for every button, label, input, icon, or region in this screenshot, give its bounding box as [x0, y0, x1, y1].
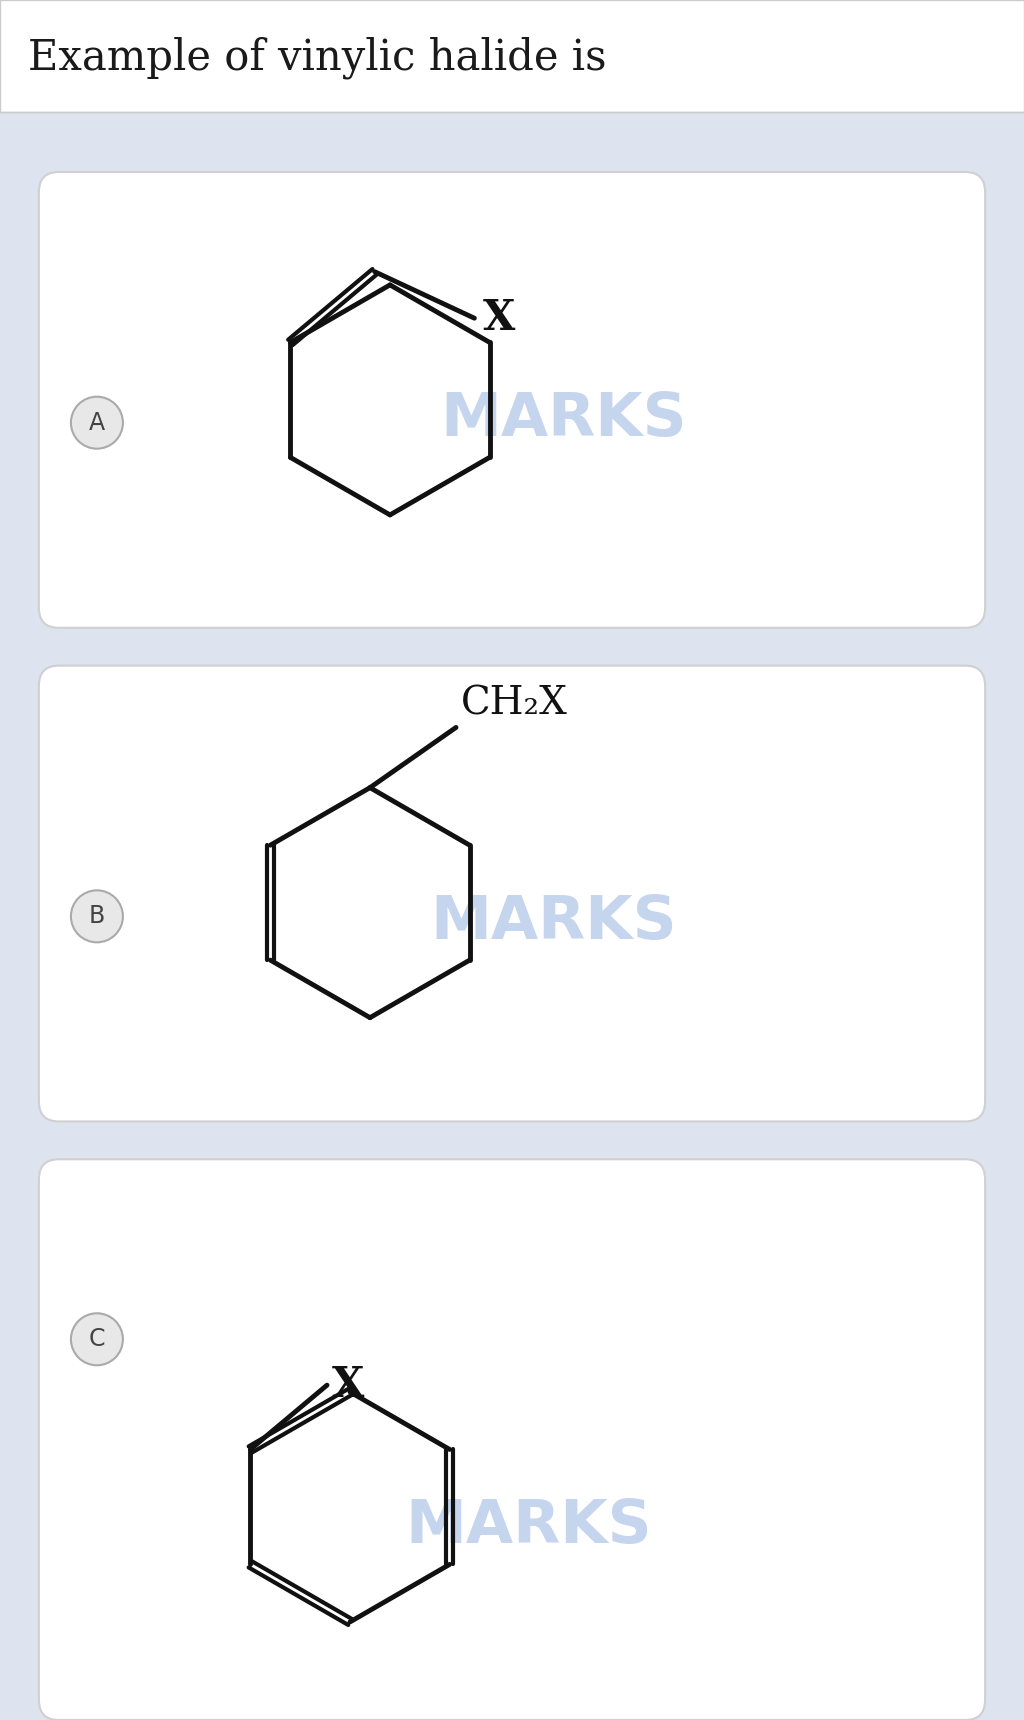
FancyBboxPatch shape — [39, 666, 985, 1121]
FancyBboxPatch shape — [39, 172, 985, 628]
Text: MARKS: MARKS — [430, 893, 677, 953]
Text: X: X — [332, 1364, 365, 1407]
Text: X: X — [482, 298, 515, 339]
Text: CH₂X: CH₂X — [461, 686, 568, 722]
FancyBboxPatch shape — [39, 1159, 985, 1720]
Text: C: C — [89, 1328, 105, 1352]
Text: MARKS: MARKS — [406, 1498, 651, 1557]
Text: A: A — [89, 411, 105, 435]
Text: MARKS: MARKS — [440, 390, 687, 449]
Ellipse shape — [71, 1314, 123, 1366]
Ellipse shape — [71, 397, 123, 449]
Ellipse shape — [71, 891, 123, 943]
FancyBboxPatch shape — [0, 0, 1024, 112]
Text: Example of vinylic halide is: Example of vinylic halide is — [28, 36, 606, 79]
Text: B: B — [89, 905, 105, 929]
